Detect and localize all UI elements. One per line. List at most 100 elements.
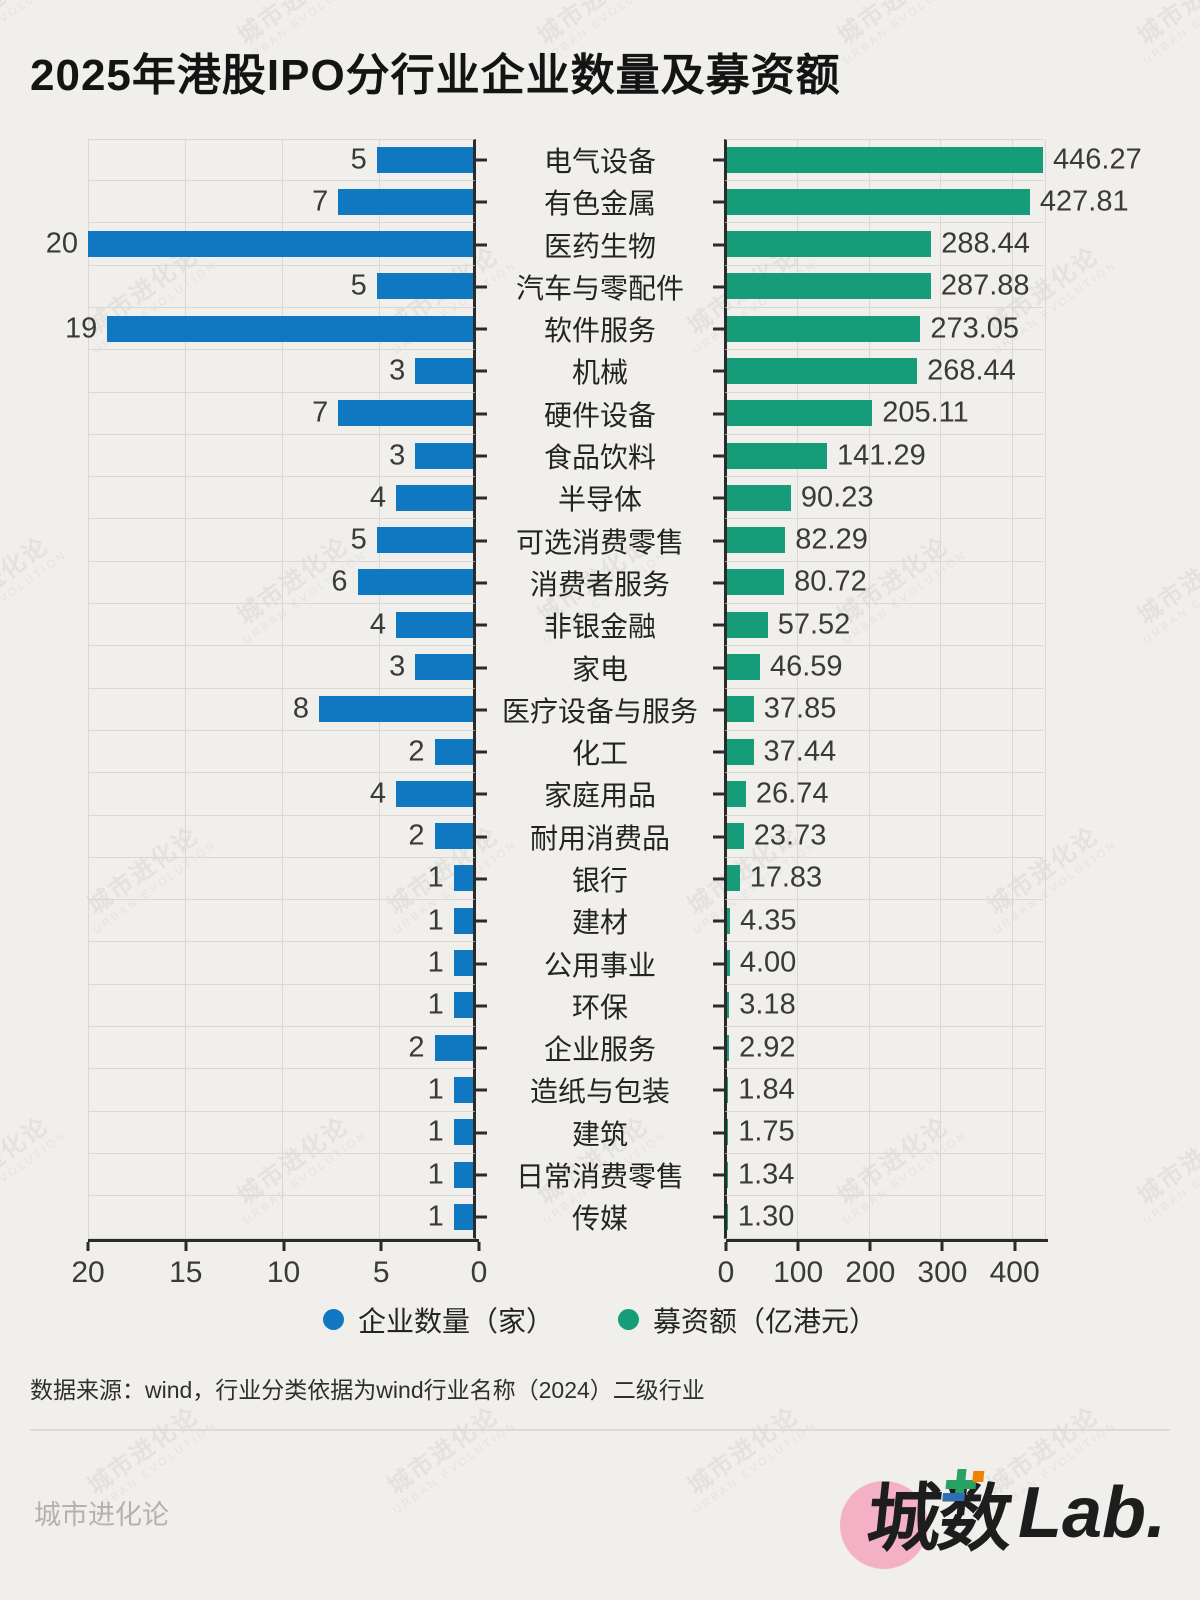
city-data-lab-logo: 城 数 Lab. [839, 1457, 1166, 1569]
industry-label: 医药生物 [543, 230, 656, 262]
legend-dot-green-icon [618, 1309, 639, 1331]
right-axis-tick [713, 1131, 724, 1135]
page-title: 2025年港股IPO分行业企业数量及募资额 [30, 51, 841, 100]
axis-tick-label: 20 [71, 1255, 105, 1289]
legend-item-fundraising: 募资额（亿港元） [618, 1300, 877, 1340]
spill-cell [1043, 181, 1188, 223]
spill-cell [1043, 477, 1188, 519]
axis-tick [477, 1241, 481, 1251]
industry-row: 1 建筑 1.75 [88, 1111, 1188, 1154]
industry-row: 1 日常消费零售 1.34 [88, 1153, 1188, 1197]
company-count-bar [338, 188, 473, 215]
right-axis-tick [713, 919, 724, 923]
company-count-bar [357, 569, 473, 596]
axis-tick [1013, 1241, 1017, 1251]
company-count-value: 1 [427, 861, 444, 894]
company-count-value: 7 [312, 185, 329, 218]
axis-tick [379, 1241, 383, 1251]
industry-label: 家电 [571, 653, 628, 685]
industry-row: 1 公用事业 4.00 [88, 942, 1188, 985]
industry-row: 2 企业服务 2.92 [88, 1027, 1188, 1070]
left-axis-tick [476, 750, 487, 754]
industry-row: 1 建材 4.35 [88, 900, 1188, 943]
fundraising-value: 82.29 [795, 523, 868, 556]
industry-label-cell: 家庭用品 [476, 773, 724, 815]
fundraising-bar [727, 907, 731, 934]
spill-cell [1043, 1196, 1188, 1238]
fundraising-plot-cell: 17.83 [724, 857, 1043, 901]
company-count-plot-cell: 1 [88, 1069, 476, 1112]
industry-row: 4 家庭用品 26.74 [88, 773, 1188, 816]
fundraising-plot-cell: 287.88 [724, 265, 1043, 308]
industry-label-cell: 非银金融 [476, 604, 724, 646]
axis-tick-label: 10 [266, 1255, 301, 1289]
left-axis-tick [476, 369, 487, 373]
company-count-bar [376, 273, 473, 300]
company-count-bar [434, 738, 473, 765]
industry-label: 机械 [571, 357, 628, 389]
fundraising-bar [727, 950, 730, 977]
spill-cell [1043, 350, 1188, 392]
axis-tick-label: 0 [717, 1255, 735, 1289]
spill-cell [1043, 435, 1188, 477]
legend-item-company-count: 企业数量（家） [322, 1300, 554, 1340]
fundraising-plot-cell: 205.11 [724, 392, 1043, 435]
company-count-plot-cell: 4 [88, 604, 476, 647]
fundraising-value: 446.27 [1053, 143, 1142, 176]
right-axis-tick [713, 1173, 724, 1177]
divider [30, 1428, 1170, 1431]
industry-row: 8 医疗设备与服务 37.85 [88, 688, 1188, 731]
industry-label: 家庭用品 [543, 780, 656, 812]
fundraising-plot-cell: 273.05 [724, 307, 1043, 351]
fundraising-value: 141.29 [837, 439, 926, 472]
company-count-bar [376, 146, 473, 173]
right-axis-tick [713, 200, 724, 204]
company-count-plot-cell: 3 [88, 350, 476, 393]
company-count-plot-cell: 20 [46, 223, 476, 266]
right-axis-tick [713, 539, 724, 543]
fundraising-value: 26.74 [755, 777, 829, 810]
industry-label: 化工 [571, 738, 628, 770]
industry-label-cell: 医药生物 [476, 223, 724, 265]
company-count-bar [453, 950, 473, 977]
company-count-bar [453, 992, 473, 1019]
left-axis-tick [476, 962, 487, 966]
fundraising-value: 23.73 [753, 819, 827, 852]
right-axis-tick [713, 708, 724, 712]
gridline [940, 138, 942, 1239]
company-count-axis: 20 15 10 5 0 [71, 1238, 487, 1289]
company-count-value: 1 [427, 1158, 444, 1191]
company-count-value: 1 [427, 988, 444, 1021]
right-axis-tick [713, 962, 724, 966]
industry-label: 电气设备 [543, 145, 656, 177]
company-count-bar [415, 654, 473, 680]
industry-label-cell: 机械 [476, 350, 724, 392]
spill-cell [1043, 266, 1188, 308]
industry-row: 20 医药生物 288.44 [46, 223, 1188, 266]
company-count-value: 2 [408, 819, 425, 852]
industry-label-cell: 耐用消费品 [476, 816, 724, 858]
company-count-plot-cell: 4 [88, 773, 476, 816]
company-count-bar [396, 780, 473, 807]
fundraising-plot-cell: 3.18 [724, 984, 1043, 1028]
company-count-plot-cell: 7 [88, 181, 476, 224]
fundraising-value: 1.84 [738, 1073, 795, 1106]
right-axis-tick [713, 750, 724, 754]
industry-label: 传媒 [571, 1203, 628, 1235]
right-axis-tick [713, 666, 724, 669]
axis-tick-label: 100 [773, 1255, 824, 1289]
left-axis-tick [476, 835, 487, 839]
spill-cell [1043, 858, 1188, 900]
industry-label: 非银金融 [543, 611, 656, 643]
fundraising-bar [727, 992, 730, 1019]
industry-label: 消费者服务 [529, 568, 670, 600]
fundraising-bar [727, 315, 921, 342]
company-count-plot-cell: 5 [88, 265, 476, 308]
left-axis-tick [476, 200, 487, 204]
industry-label: 公用事业 [543, 949, 656, 981]
left-axis-tick [476, 708, 487, 712]
left-axis-tick [476, 919, 487, 923]
industry-label-cell: 银行 [476, 858, 724, 900]
company-count-bar [415, 442, 473, 469]
industry-row: 1 环保 3.18 [88, 984, 1188, 1028]
